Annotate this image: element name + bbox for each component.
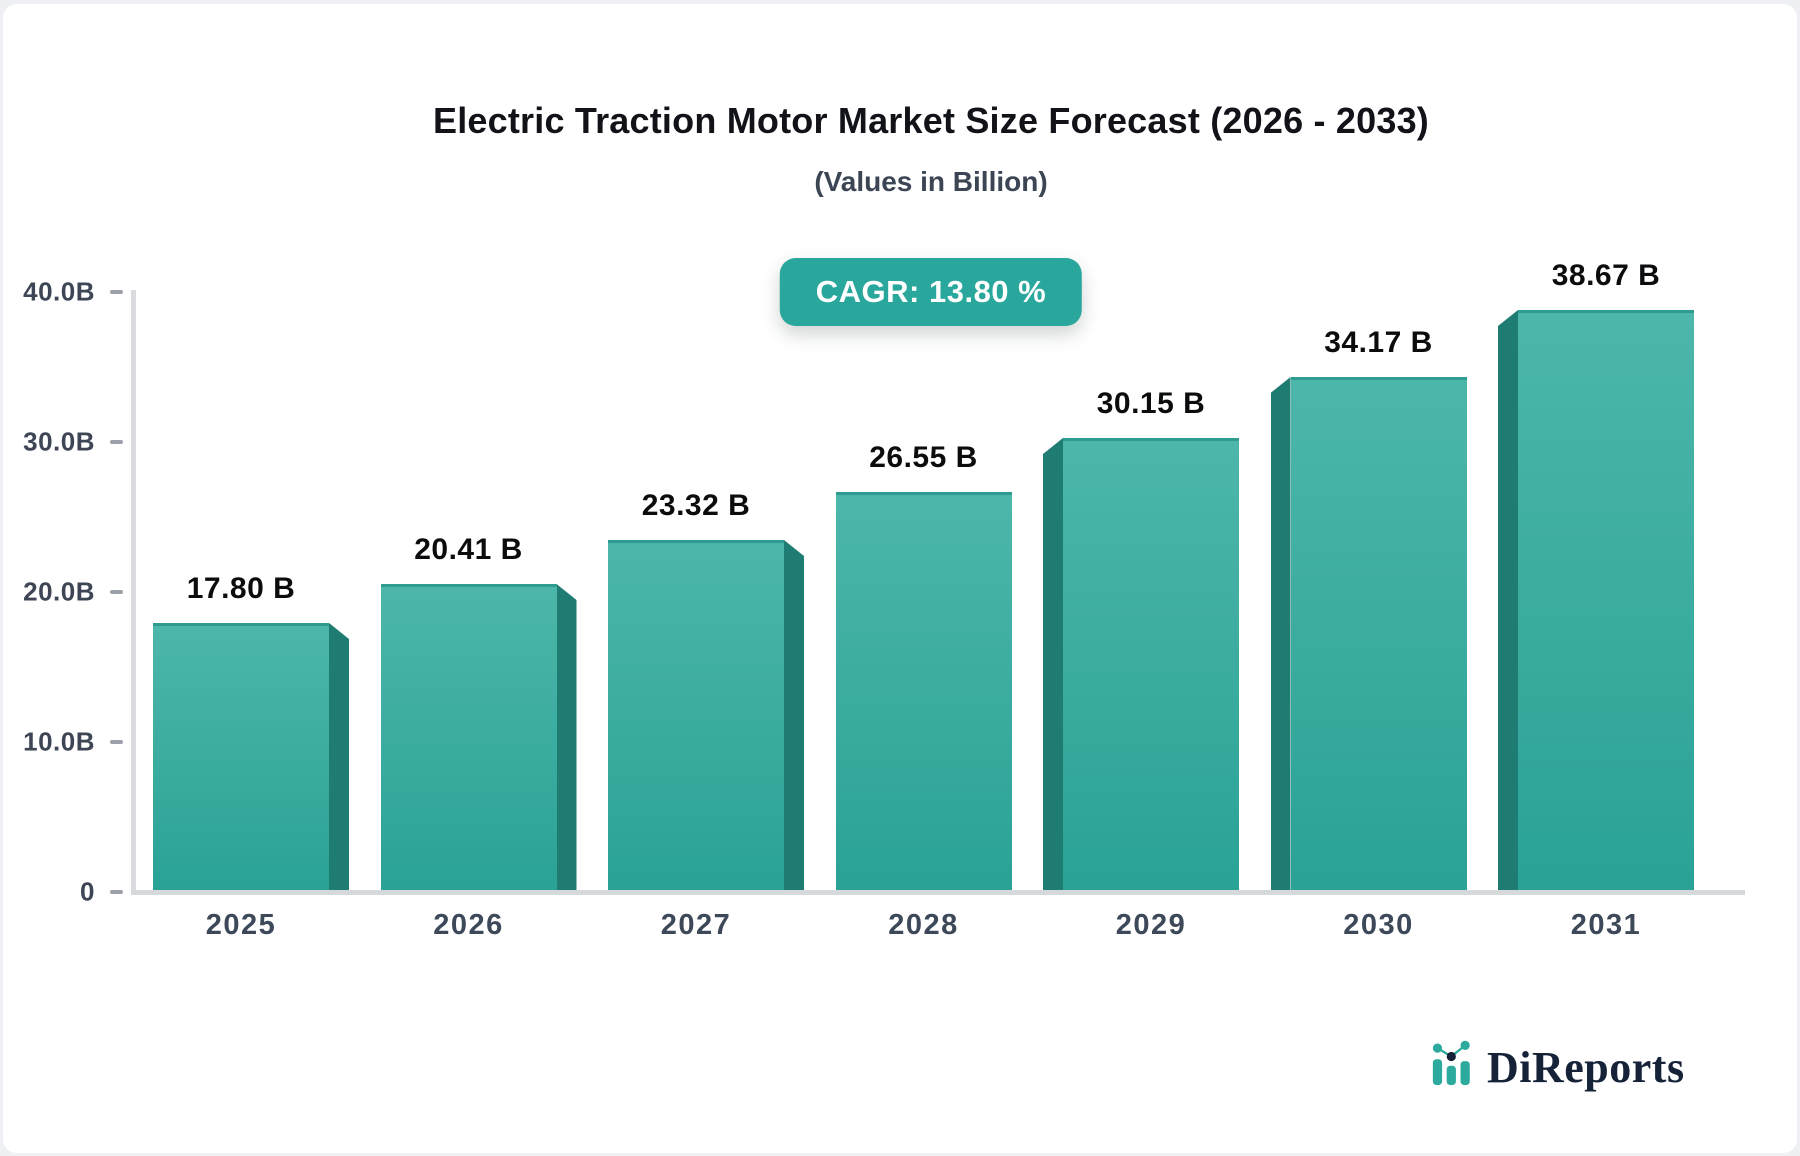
bar-2026[interactable]	[380, 584, 557, 890]
bar-side-2030	[1270, 377, 1291, 890]
cagr-badge: CAGR: 13.80 %	[779, 258, 1083, 326]
x-axis-label-2030: 2030	[1343, 909, 1414, 941]
bar-value-label-2029: 30.15 B	[1096, 387, 1206, 420]
y-tick-label-0: 0	[80, 876, 95, 907]
logo-text: DiReports	[1487, 1043, 1685, 1092]
bar-value-label-2028: 26.55 B	[869, 441, 978, 474]
chart-title: Electric Traction Motor Market Size Fore…	[433, 100, 1429, 141]
y-tick-mark-30.0B	[110, 440, 123, 444]
bar-side-2025	[329, 623, 349, 890]
bar-side-2027	[784, 540, 804, 890]
bar-value-label-2026: 20.41 B	[414, 533, 523, 566]
bar-2030[interactable]	[1290, 377, 1467, 890]
x-axis-label-2026: 2026	[433, 909, 504, 941]
bar-side-2026	[556, 584, 577, 890]
y-tick-mark-20.0B	[110, 590, 123, 594]
y-tick-mark-0	[110, 890, 123, 894]
chart-card: Electric Traction Motor Market Size Fore…	[3, 4, 1797, 1153]
y-tick-label-10.0B: 10.0B	[23, 726, 95, 757]
bar-line-chart-icon	[1432, 1040, 1470, 1086]
bar-2031[interactable]	[1518, 310, 1694, 890]
x-axis-label-2029: 2029	[1115, 909, 1187, 941]
bar-2029[interactable]	[1063, 438, 1239, 890]
bar-value-label-2030: 34.17 B	[1324, 326, 1433, 359]
bar-side-2029	[1043, 438, 1063, 890]
bar-value-label-2027: 23.32 B	[641, 489, 751, 522]
bar-side-2031	[1498, 310, 1518, 890]
y-tick-label-20.0B: 20.0B	[23, 576, 95, 607]
y-tick-mark-10.0B	[110, 740, 123, 744]
x-axis-line	[131, 890, 1745, 895]
x-axis-label-2028: 2028	[888, 909, 959, 941]
y-tick-label-30.0B: 30.0B	[23, 426, 95, 457]
chart-subtitle: (Values in Billion)	[814, 166, 1048, 197]
x-axis-label-2027: 2027	[660, 909, 732, 941]
bar-value-label-2025: 17.80 B	[186, 572, 296, 605]
bar-2027[interactable]	[608, 540, 784, 890]
y-tick-mark-40.0B	[110, 290, 123, 294]
bar-2025[interactable]	[153, 623, 329, 890]
bar-value-label-2031: 38.67 B	[1551, 259, 1661, 292]
x-axis-label-2025: 2025	[205, 909, 277, 941]
y-tick-label-40.0B: 40.0B	[23, 276, 95, 307]
x-axis-label-2031: 2031	[1570, 909, 1642, 941]
y-axis-line	[131, 290, 136, 895]
bar-2028[interactable]	[835, 492, 1012, 890]
direports-logo: DiReports	[1431, 1036, 1685, 1100]
